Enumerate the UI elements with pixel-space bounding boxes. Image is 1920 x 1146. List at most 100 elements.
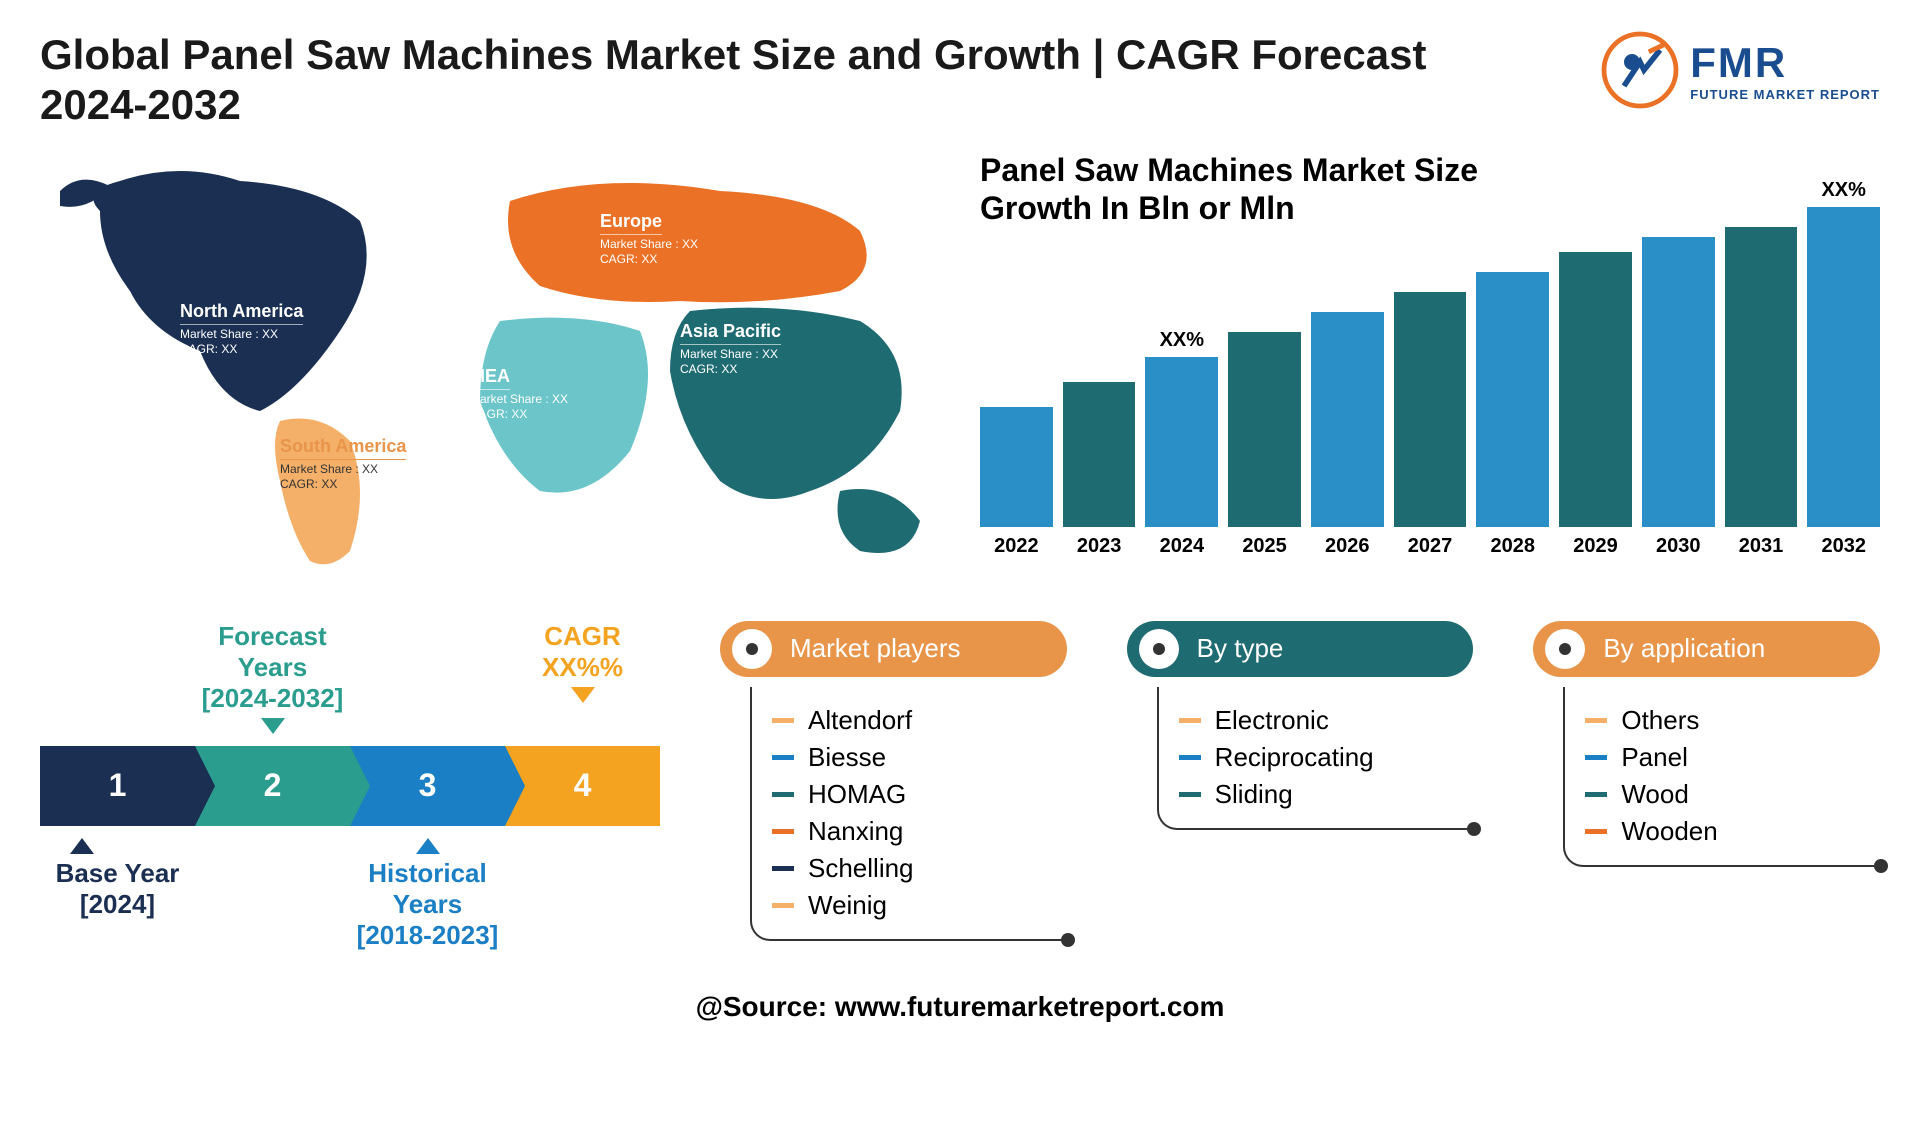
list-item: Electronic — [1179, 705, 1474, 736]
market-players-col: Market players AltendorfBiesseHOMAGNanxi… — [700, 621, 1067, 951]
marker-icon — [1179, 755, 1201, 760]
label-south-america: South America Market Share : XX CAGR: XX — [280, 436, 406, 493]
bullet-icon — [732, 629, 772, 669]
marker-icon — [1585, 829, 1607, 834]
bar: XX% — [1145, 357, 1218, 527]
bar-year-label: 2026 — [1325, 535, 1370, 558]
timeline-bottom: Base Year [2024] Historical Years [2018-… — [40, 834, 660, 951]
timeline-segment: 4 — [505, 746, 660, 826]
bar-group: 2029 — [1559, 252, 1632, 558]
timeline: Forecast Years [2024-2032] CAGR XX%% 123… — [40, 621, 660, 951]
by-type-col: By type Electronic Reciprocating Sliding — [1107, 621, 1474, 951]
bar-chart: Panel Saw Machines Market Size Growth In… — [980, 151, 1880, 571]
bar — [1476, 272, 1549, 527]
bar-group: 2023 — [1063, 382, 1136, 558]
timeline-bar: 1234 — [40, 746, 660, 826]
bar-year-label: 2024 — [1160, 535, 1205, 558]
marker-icon — [772, 903, 794, 908]
by-type-title: By type — [1197, 633, 1284, 664]
by-application-header: By application — [1533, 621, 1880, 677]
bullet-icon — [1139, 629, 1179, 669]
region-north-america — [60, 171, 367, 411]
bar-year-label: 2023 — [1077, 535, 1122, 558]
forecast-label-block: Forecast Years [2024-2032] — [195, 621, 350, 738]
chart-title: Panel Saw Machines Market Size Growth In… — [980, 151, 1480, 228]
bar-year-label: 2032 — [1821, 535, 1866, 558]
market-players-list: AltendorfBiesseHOMAGNanxingSchellingWein… — [750, 687, 1067, 941]
by-application-list: OthersPanelWoodWooden — [1563, 687, 1880, 867]
bar-group: XX% 2032 — [1807, 207, 1880, 558]
marker-icon — [772, 718, 794, 723]
bar-group: 2030 — [1642, 237, 1715, 558]
list-item: Altendorf — [772, 705, 1067, 736]
bar-year-label: 2030 — [1656, 535, 1701, 558]
bar — [980, 407, 1053, 527]
marker-icon — [1585, 755, 1607, 760]
bar-group: 2025 — [1228, 332, 1301, 558]
list-item: Weinig — [772, 890, 1067, 921]
marker-icon — [772, 755, 794, 760]
source-text: @Source: www.futuremarketreport.com — [40, 991, 1880, 1023]
bar — [1725, 227, 1798, 527]
timeline-segment: 1 — [40, 746, 195, 826]
list-item-label: Reciprocating — [1215, 742, 1374, 773]
historical-label-block: Historical Years [2018-2023] — [350, 834, 505, 951]
label-europe: Europe Market Share : XX CAGR: XX — [600, 211, 698, 268]
main-row: North America Market Share : XX CAGR: XX… — [40, 151, 1880, 571]
bar-year-label: 2031 — [1739, 535, 1784, 558]
timeline-segment: 3 — [350, 746, 505, 826]
marker-icon — [1179, 792, 1201, 797]
bar-group: 2026 — [1311, 312, 1384, 558]
list-item-label: HOMAG — [808, 779, 906, 810]
list-item: HOMAG — [772, 779, 1067, 810]
list-item-label: Altendorf — [808, 705, 912, 736]
bar-group: 2028 — [1476, 272, 1549, 558]
list-item-label: Wooden — [1621, 816, 1717, 847]
bar-year-label: 2028 — [1491, 535, 1536, 558]
market-players-header: Market players — [720, 621, 1067, 677]
by-application-title: By application — [1603, 633, 1765, 664]
marker-icon — [1585, 792, 1607, 797]
list-item: Biesse — [772, 742, 1067, 773]
world-map: North America Market Share : XX CAGR: XX… — [40, 151, 940, 571]
bar: XX% — [1807, 207, 1880, 527]
bar-group: 2022 — [980, 407, 1053, 558]
list-item-label: Others — [1621, 705, 1699, 736]
bar-group: XX% 2024 — [1145, 357, 1218, 558]
logo-fmr: FMR — [1690, 39, 1880, 87]
list-item: Schelling — [772, 853, 1067, 884]
marker-icon — [1585, 718, 1607, 723]
cagr-label-block: CAGR XX%% — [505, 621, 660, 738]
list-item-label: Wood — [1621, 779, 1688, 810]
list-item: Reciprocating — [1179, 742, 1474, 773]
list-item: Wooden — [1585, 816, 1880, 847]
label-mea: MEA Market Share : XX CAGR: XX — [470, 366, 568, 423]
bar — [1642, 237, 1715, 527]
by-application-col: By application OthersPanelWoodWooden — [1513, 621, 1880, 951]
bar-group: 2027 — [1394, 292, 1467, 558]
bullet-icon — [1545, 629, 1585, 669]
list-item-label: Schelling — [808, 853, 914, 884]
bar-year-label: 2025 — [1242, 535, 1287, 558]
by-type-header: By type — [1127, 621, 1474, 677]
arrow-down-icon — [571, 687, 595, 703]
market-players-title: Market players — [790, 633, 961, 664]
label-north-america: North America Market Share : XX CAGR: XX — [180, 301, 303, 358]
header: Global Panel Saw Machines Market Size an… — [40, 30, 1880, 131]
bar-group: 2031 — [1725, 227, 1798, 558]
bar — [1228, 332, 1301, 527]
list-item-label: Weinig — [808, 890, 887, 921]
by-type-list: Electronic Reciprocating Sliding — [1157, 687, 1474, 830]
arrow-up-icon — [70, 838, 94, 854]
fmr-logo-icon — [1600, 30, 1680, 110]
logo-text: FMR FUTURE MARKET REPORT — [1690, 39, 1880, 102]
bar — [1311, 312, 1384, 527]
marker-icon — [772, 829, 794, 834]
bar — [1063, 382, 1136, 527]
list-item: Sliding — [1179, 779, 1474, 810]
bar-annotation: XX% — [1160, 329, 1204, 352]
list-item-label: Electronic — [1215, 705, 1329, 736]
bottom-row: Forecast Years [2024-2032] CAGR XX%% 123… — [40, 621, 1880, 951]
label-asia-pacific: Asia Pacific Market Share : XX CAGR: XX — [680, 321, 781, 378]
marker-icon — [772, 792, 794, 797]
